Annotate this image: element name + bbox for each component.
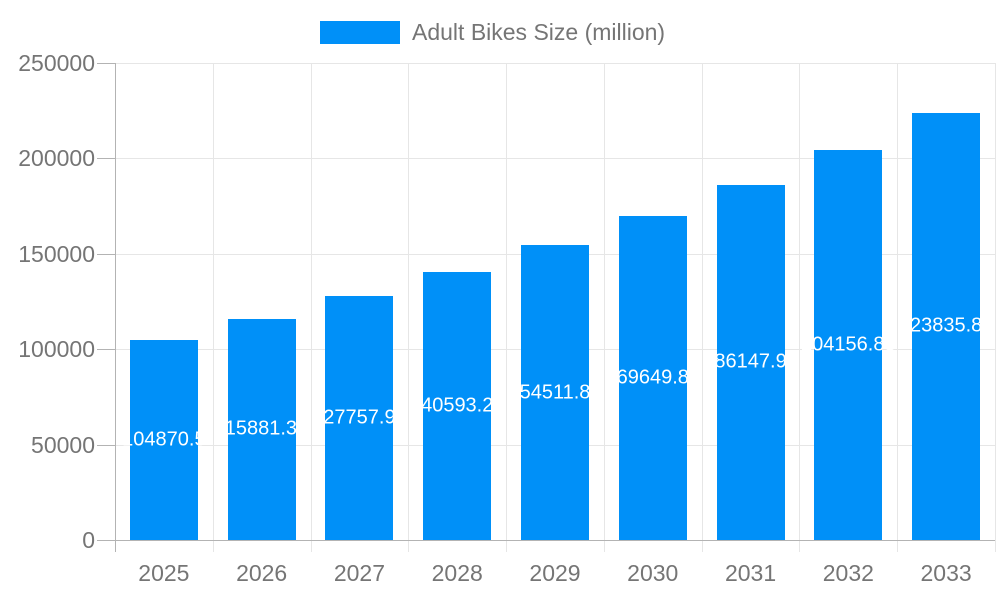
gridline-vertical [995,63,996,552]
y-axis-tick-label: 100000 [18,336,95,363]
bar[interactable] [423,271,492,540]
bar[interactable] [814,150,883,540]
gridline-vertical [212,63,214,552]
y-axis-tick [97,349,115,351]
y-axis-tick [97,444,115,446]
gridline-horizontal [115,158,995,160]
bar[interactable] [129,339,198,540]
x-axis-tick-label: 2026 [236,560,288,586]
x-axis-tick-label: 2028 [431,560,483,586]
bar[interactable] [716,184,785,540]
y-axis-tick-label: 200000 [18,145,95,172]
y-axis-tick-label: 50000 [31,431,95,458]
bar[interactable] [325,296,394,540]
y-axis-tick-label: 0 [82,527,95,553]
x-axis-tick-label: 2033 [920,560,972,586]
gridline-vertical [506,63,508,552]
gridline-vertical [408,63,410,552]
y-axis-tick [97,540,115,541]
x-axis-tick-label: 2029 [529,560,581,586]
x-axis-tick-label: 2032 [822,560,874,586]
gridline-vertical [603,63,605,552]
bar[interactable] [912,112,981,540]
x-axis-tick-label: 2027 [333,560,386,586]
gridline-vertical [897,63,899,552]
gridline-vertical [310,63,312,552]
x-axis-tick-label: 2030 [627,560,679,586]
x-axis-tick-label: 2031 [724,560,777,586]
gridline-horizontal [115,63,995,64]
bar[interactable] [618,216,687,540]
y-axis-tick-label: 150000 [18,240,95,267]
y-axis-tick [97,158,115,160]
legend-color-swatch [320,20,400,44]
y-axis-line [115,63,116,552]
legend-label: Adult Bikes Size (million) [412,18,666,45]
y-axis-tick [97,63,115,64]
legend-item[interactable]: Adult Bikes Size (million) [320,17,665,47]
bar[interactable] [521,245,589,540]
x-axis-tick-label: 2025 [138,560,190,586]
gridline-vertical [799,63,801,552]
bar[interactable] [227,318,296,540]
x-axis-line [115,540,995,541]
y-axis-tick-label: 250000 [18,50,95,76]
gridline-vertical [701,63,703,552]
y-axis-tick [97,253,115,255]
